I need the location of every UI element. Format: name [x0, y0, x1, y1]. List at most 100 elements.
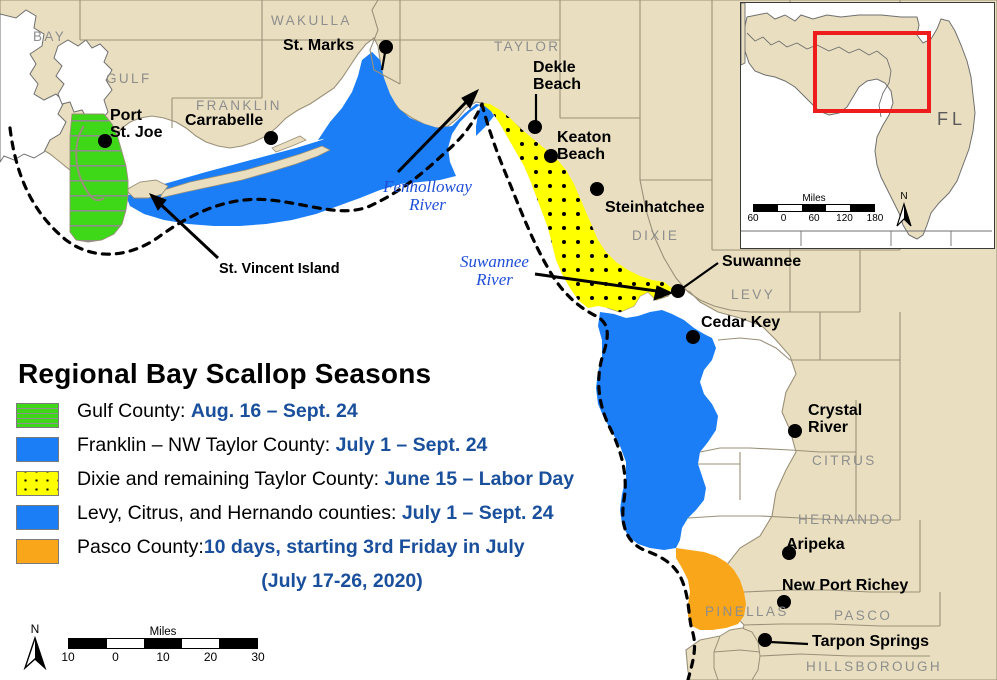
- city-label-st-marks: St. Marks: [283, 37, 355, 54]
- city-label-dekle-beach: Dekle Beach: [533, 59, 582, 93]
- zone-levy-citrus-hernando-blue: [596, 310, 718, 550]
- scalebar-inset-title: Miles: [802, 193, 826, 204]
- county-label-taylor: TAYLOR: [494, 39, 561, 54]
- north-arrow-inset-letter: N: [900, 191, 908, 202]
- city-dot-carrabelle: [264, 131, 278, 145]
- scalebar-tick: 20: [203, 650, 218, 664]
- pinellas-peninsula: [713, 627, 761, 680]
- county-label-levy: LEVY: [731, 287, 776, 302]
- city-label-cedar-key: Cedar Key: [701, 314, 781, 331]
- county-label-bay: BAY: [33, 29, 67, 44]
- river-label-suwannee: Suwannee River: [460, 252, 529, 289]
- scalebar-inset-tick: 0: [780, 213, 787, 224]
- city-dot-port-st-joe: [98, 134, 112, 148]
- county-label-wakulla: WAKULLA: [271, 13, 352, 28]
- scalebar-inset-segment: [802, 205, 826, 211]
- st-vincent-island: [125, 179, 169, 199]
- river-label-fenholloway: Fenholloway River: [383, 177, 472, 214]
- county-label-gulf: GULF: [106, 71, 152, 86]
- legend-dates-levy: July 1 – Sept. 24: [401, 502, 554, 524]
- legend: Regional Bay Scallop Seasons Gulf County…: [16, 358, 732, 593]
- bay-county-inland-water: [0, 9, 67, 163]
- city-label-steinhatchee: Steinhatchee: [605, 199, 705, 216]
- city-label-carrabelle: Carrabelle: [185, 112, 264, 129]
- legend-row-pasco: Pasco County:10 days, starting 3rd Frida…: [16, 536, 732, 568]
- zone-gulf-county-green: [69, 113, 129, 243]
- county-label-franklin: FRANKLIN: [196, 98, 282, 113]
- legend-swatch-yellow-dotted: [16, 471, 59, 496]
- legend-dates-dixie: June 15 – Labor Day: [384, 468, 575, 490]
- scalebar-segment: [106, 639, 145, 648]
- st-andrew-bay: [53, 39, 113, 123]
- city-dot-dekle-beach: [528, 120, 542, 134]
- city-dot-aripeka: [782, 546, 796, 560]
- scalebar-inset: Miles 60 0 60 120 180: [747, 193, 883, 228]
- scalebar-tick: 10: [156, 650, 170, 664]
- legend-title: Regional Bay Scallop Seasons: [18, 358, 432, 389]
- scalebar-tick: 10: [61, 650, 75, 664]
- legend-swatch-blue-franklin: [16, 437, 59, 462]
- scalebar-title: Miles: [149, 626, 177, 638]
- season-boundary-dashed-line: [8, 102, 484, 256]
- north-arrow-inset: N: [891, 191, 917, 233]
- city-label-tarpon-springs: Tarpon Springs: [812, 633, 930, 650]
- scalebar-inset-ticks: 60 0 60 120 180: [747, 212, 883, 228]
- scalebar-inset-tick: 180: [866, 213, 884, 224]
- zone-dixie-taylor-yellow: [481, 103, 672, 312]
- dog-island: [271, 135, 307, 153]
- county-label-dixie: DIXIE: [632, 228, 680, 243]
- inset-state-label: FL: [937, 109, 966, 129]
- st-joseph-peninsula: [75, 125, 105, 202]
- legend-label-levy: Levy, Citrus, and Hernando counties:: [77, 502, 397, 524]
- county-label-hernando: HERNANDO: [798, 512, 895, 527]
- legend-label-franklin: Franklin – NW Taylor County:: [77, 434, 331, 456]
- legend-label-dixie: Dixie and remaining Taylor County:: [77, 468, 380, 490]
- scalebar-segment: [219, 639, 257, 648]
- scalebar-bar: [68, 638, 258, 649]
- scalebar-segment: [69, 639, 107, 648]
- city-dot-crystal-river: [788, 424, 802, 438]
- legend-dates-pasco-line2: (July 17-26, 2020): [261, 570, 423, 592]
- county-label-hillsborough: HILLSBOROUGH: [806, 659, 943, 674]
- scalebar-inset-tick: 60: [747, 213, 759, 224]
- annotation-st-vincent-island: St. Vincent Island: [219, 261, 340, 277]
- city-dot-st-marks: [379, 40, 393, 54]
- scalebar-inset-segment: [754, 205, 778, 211]
- season-boundary-dashed-line-lower: [480, 102, 697, 680]
- north-arrow-glyph: [23, 635, 47, 671]
- legend-row-gulf: Gulf County: Aug. 16 – Sept. 24: [16, 400, 732, 432]
- scalebar-ticks: 10 0 10 20 30: [61, 649, 264, 665]
- county-label-pinellas: PINELLAS: [705, 604, 789, 619]
- zone-pasco-orange: [676, 548, 746, 630]
- city-label-keaton-beach: Keaton Beach: [557, 129, 612, 163]
- legend-row-franklin: Franklin – NW Taylor County: July 1 – Se…: [16, 434, 732, 466]
- scalebar-segment: [181, 639, 220, 648]
- county-label-citrus: CITRUS: [812, 453, 877, 468]
- scalebar-inset-segment: [826, 205, 850, 211]
- city-dot-suwannee: [671, 284, 685, 298]
- scalebar-main: Miles 10 0 10 20 30: [61, 626, 264, 665]
- st-george-island: [159, 145, 331, 199]
- apalachee-bay-lobe: [318, 52, 378, 140]
- big-bend-coast-detail: [876, 50, 892, 118]
- scalebar-inset-segment: [850, 205, 874, 211]
- city-dot-steinhatchee: [590, 182, 604, 196]
- city-label-suwannee: Suwannee: [722, 253, 802, 270]
- city-label-aripeka: Aripeka: [786, 536, 845, 553]
- yellow-zone-coast-notch: [448, 104, 522, 290]
- scalebar-tick: 30: [251, 650, 265, 664]
- city-label-new-port-richey: New Port Richey: [782, 577, 909, 594]
- open-gulf-water: [0, 170, 690, 680]
- city-dot-new-port-richey: [777, 595, 791, 609]
- north-arrow-letter: N: [30, 622, 40, 636]
- city-dot-cedar-key: [686, 330, 700, 344]
- legend-row-dixie: Dixie and remaining Taylor County: June …: [16, 468, 732, 500]
- legend-row-levy: Levy, Citrus, and Hernando counties: Jul…: [16, 502, 732, 534]
- city-label-crystal-river: Crystal River: [808, 402, 863, 436]
- legend-dates-gulf: Aug. 16 – Sept. 24: [190, 400, 358, 422]
- callout-arrows: [148, 46, 809, 646]
- scalebar-inset-segment: [778, 205, 802, 211]
- legend-label-gulf: Gulf County:: [77, 400, 186, 422]
- panhandle-coast-detail: [746, 32, 878, 56]
